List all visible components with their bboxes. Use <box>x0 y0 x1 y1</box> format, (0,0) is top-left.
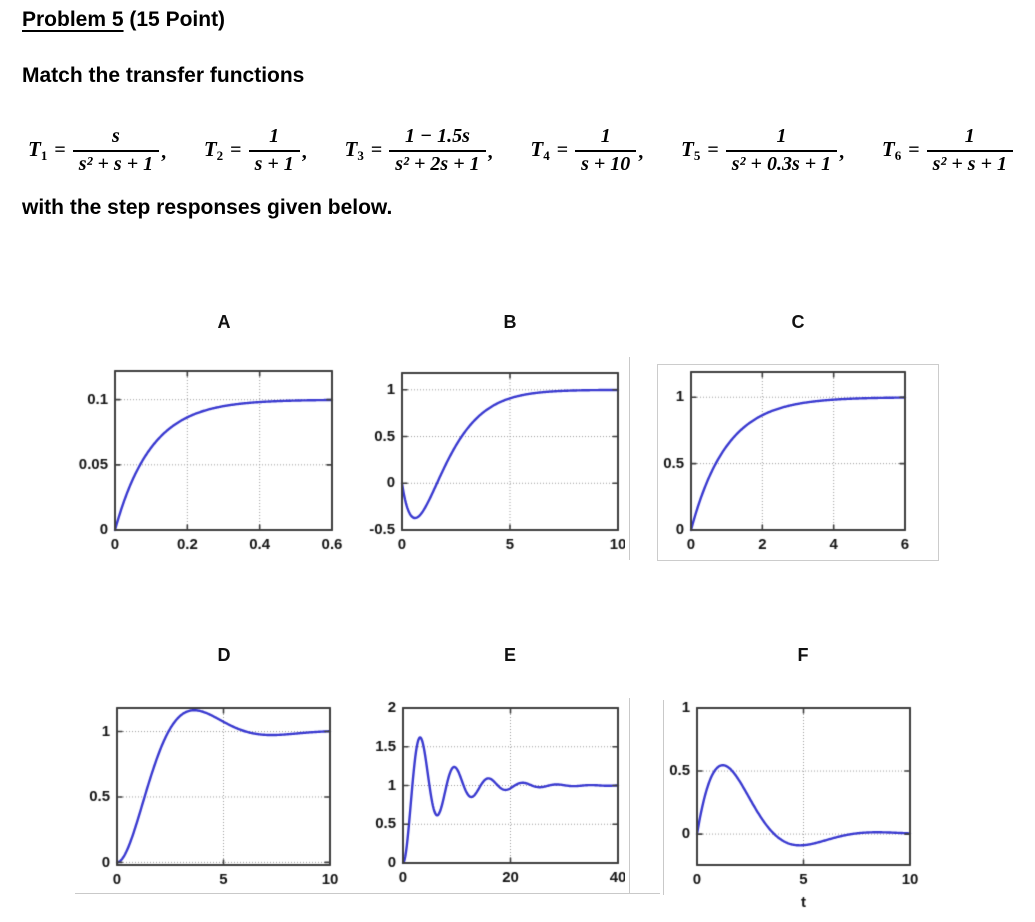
intro-text: Match the transfer functions <box>22 64 305 87</box>
tf5-fraction: 1 s² + 0.3s + 1 <box>725 124 838 176</box>
transfer-function-5: T5 = 1 s² + 0.3s + 1 , <box>681 125 844 176</box>
tf2-sub: 2 <box>216 148 224 164</box>
image-border-box-C <box>657 364 939 561</box>
comma: , <box>487 140 493 163</box>
tf5-numerator: 1 <box>776 124 787 147</box>
step-response-plot-B <box>355 360 625 560</box>
step-response-plot-A <box>60 360 345 560</box>
equals-sign: = <box>707 138 719 161</box>
tf5-name: T <box>681 137 694 162</box>
plot-title-E: E <box>503 645 516 665</box>
plot-title-B: B <box>503 312 517 332</box>
transfer-function-3: T3 = 1 − 1.5s s² + 2s + 1 , <box>345 125 493 176</box>
transfer-function-6: T6 = 1 s² + s + 1 <box>882 125 1013 176</box>
comma: , <box>839 140 845 163</box>
plot-title-C: C <box>791 312 805 332</box>
tf4-denominator: s + 10 <box>575 149 637 176</box>
equals-sign: = <box>908 138 920 161</box>
tf1-denominator: s² + s + 1 <box>72 149 160 176</box>
tf2-denominator: s + 1 <box>248 149 300 176</box>
tf1-name: T <box>28 137 41 162</box>
equals-sign: = <box>556 138 569 161</box>
tf4-sub: 4 <box>543 148 550 164</box>
image-border-left-F <box>663 700 664 895</box>
tf3-fraction: 1 − 1.5s s² + 2s + 1 <box>389 124 486 176</box>
transfer-function-1: T1 = s s² + s + 1 , <box>28 125 166 176</box>
tf4-name: T <box>530 137 544 162</box>
image-border-horizontal <box>75 893 660 894</box>
tf3-denominator: s² + 2s + 1 <box>389 149 486 176</box>
step-response-plot-D <box>60 695 345 905</box>
tf3-numerator: 1 − 1.5s <box>404 124 470 147</box>
step-response-plot-C <box>658 362 943 562</box>
tf6-denominator: s² + s + 1 <box>926 149 1013 176</box>
tf3-sub: 3 <box>357 148 364 164</box>
page-title-points: (15 Point) <box>123 8 226 31</box>
tf6-sub: 6 <box>894 148 902 164</box>
tf5-sub: 5 <box>693 148 701 164</box>
comma: , <box>161 140 167 163</box>
step-response-plot-E <box>355 695 625 905</box>
equals-sign: = <box>230 138 242 161</box>
page-title-problem: Problem 5 <box>22 8 124 31</box>
tf5-denominator: s² + 0.3s + 1 <box>725 149 838 176</box>
tf2-numerator: 1 <box>269 124 280 147</box>
step-response-plot-F <box>658 695 943 920</box>
equals-sign: = <box>54 138 66 161</box>
tf2-name: T <box>203 137 217 162</box>
tf6-fraction: 1 s² + s + 1 <box>926 124 1013 176</box>
comma: , <box>638 140 644 163</box>
tf4-numerator: 1 <box>600 124 611 147</box>
plot-title-D: D <box>217 645 231 665</box>
tf1-fraction: s s² + s + 1 <box>72 124 160 176</box>
tf6-numerator: 1 <box>964 124 975 147</box>
tf6-name: T <box>881 137 895 162</box>
outro-text: with the step responses given below. <box>22 196 393 219</box>
image-border-vertical-bottom <box>629 698 630 893</box>
equals-sign: = <box>370 138 383 161</box>
plot-title-A: A <box>217 312 231 332</box>
page-title: Problem 5 (15 Point) <box>22 8 225 32</box>
plot-title-F: F <box>797 645 809 665</box>
tf1-sub: 1 <box>40 148 48 164</box>
tf3-name: T <box>344 137 358 162</box>
tf1-numerator: s <box>112 124 120 147</box>
image-border-vertical-top <box>629 357 630 560</box>
comma: , <box>301 140 307 163</box>
